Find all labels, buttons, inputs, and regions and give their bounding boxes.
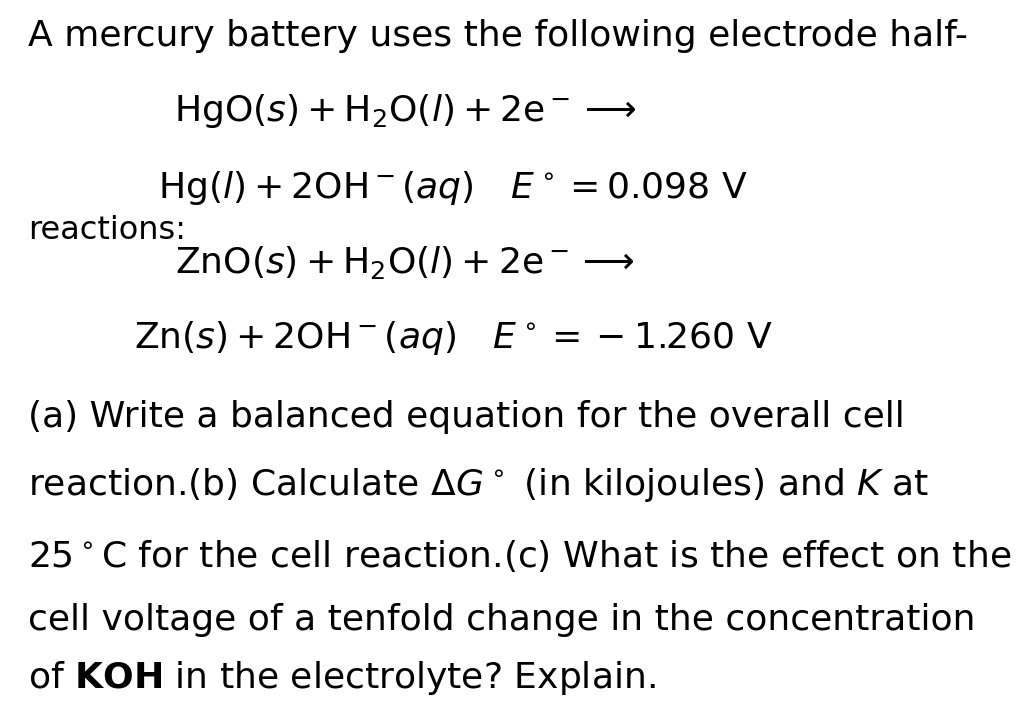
Text: cell voltage of a tenfold change in the concentration: cell voltage of a tenfold change in the …	[29, 603, 976, 637]
Text: $\mathrm{HgO}(s) + \mathrm{H_2O}(l) + 2\mathrm{e}^- \longrightarrow$: $\mathrm{HgO}(s) + \mathrm{H_2O}(l) + 2\…	[174, 92, 636, 130]
Text: $\mathrm{Hg}(l) + 2\mathrm{OH}^-(aq) \quad E^\circ = 0.098\ \mathrm{V}$: $\mathrm{Hg}(l) + 2\mathrm{OH}^-(aq) \qu…	[159, 169, 749, 207]
Text: $25^\circ\mathrm{C}$ for the cell reaction.(c) What is the effect on the: $25^\circ\mathrm{C}$ for the cell reacti…	[29, 538, 1012, 574]
Text: reactions:: reactions:	[29, 215, 186, 246]
Text: of $\mathbf{KOH}$ in the electrolyte? Explain.: of $\mathbf{KOH}$ in the electrolyte? Ex…	[29, 659, 656, 697]
Text: (a) Write a balanced equation for the overall cell: (a) Write a balanced equation for the ov…	[29, 401, 905, 435]
Text: reaction.(b) Calculate $\Delta G^\circ$ (in kilojoules) and $K$ at: reaction.(b) Calculate $\Delta G^\circ$ …	[29, 467, 930, 504]
Text: A mercury battery uses the following electrode half-: A mercury battery uses the following ele…	[29, 19, 968, 53]
Text: $\mathrm{Zn}(s) + 2\mathrm{OH}^-(aq) \quad E^\circ = -1.260\ \mathrm{V}$: $\mathrm{Zn}(s) + 2\mathrm{OH}^-(aq) \qu…	[134, 319, 773, 358]
Text: $\mathrm{ZnO}(s) + \mathrm{H_2O}(l) + 2\mathrm{e}^- \longrightarrow$: $\mathrm{ZnO}(s) + \mathrm{H_2O}(l) + 2\…	[175, 244, 635, 280]
